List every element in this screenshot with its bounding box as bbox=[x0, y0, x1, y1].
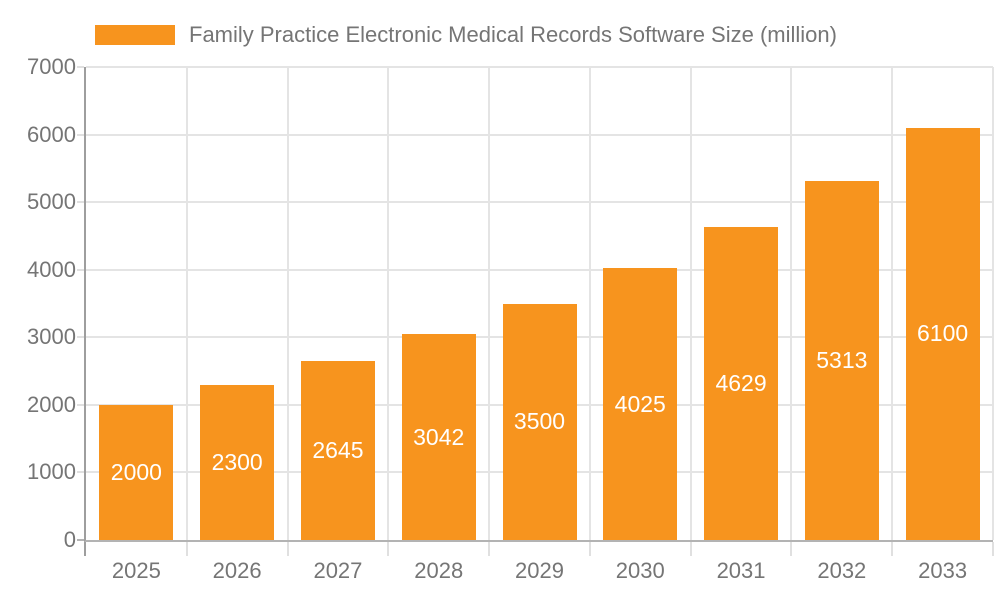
bar-value-label: 6100 bbox=[917, 320, 969, 347]
x-axis-tick-label: 2028 bbox=[414, 558, 464, 583]
gridline-vertical bbox=[790, 67, 792, 540]
gridline-vertical bbox=[488, 67, 490, 540]
x-axis-tick-label: 2030 bbox=[615, 558, 665, 583]
bar[interactable]: 5313 bbox=[804, 181, 879, 540]
bar-value-label: 4025 bbox=[614, 390, 666, 417]
x-axis-tick-label: 2026 bbox=[212, 558, 262, 583]
x-axis-tick-label: 2033 bbox=[918, 558, 968, 583]
legend-swatch bbox=[95, 25, 175, 45]
x-axis-tick bbox=[891, 542, 893, 556]
bar-value-label: 2000 bbox=[110, 458, 162, 485]
bar[interactable]: 2000 bbox=[99, 404, 174, 540]
bar-value-label: 2645 bbox=[312, 437, 364, 464]
gridline-horizontal bbox=[86, 201, 993, 204]
y-axis-tick-label: 6000 bbox=[27, 121, 76, 147]
x-axis-tick bbox=[84, 542, 86, 556]
y-axis-tick bbox=[77, 336, 84, 339]
bar[interactable]: 6100 bbox=[905, 127, 980, 540]
bar[interactable]: 3500 bbox=[502, 303, 577, 540]
y-axis-tick bbox=[77, 201, 84, 204]
x-axis-tick-label: 2029 bbox=[515, 558, 564, 583]
gridline-vertical bbox=[186, 67, 188, 540]
y-axis-tick bbox=[77, 66, 84, 68]
gridline-horizontal bbox=[86, 66, 993, 68]
y-axis-tick bbox=[77, 403, 84, 406]
bar[interactable]: 4629 bbox=[704, 227, 779, 540]
y-axis-tick-label: 1000 bbox=[27, 459, 76, 485]
bar[interactable]: 2300 bbox=[200, 384, 275, 540]
bar[interactable]: 4025 bbox=[603, 268, 678, 540]
bar-value-label: 5313 bbox=[816, 347, 868, 373]
y-axis-tick-label: 0 bbox=[63, 527, 76, 552]
gridline-vertical bbox=[690, 67, 692, 540]
bar[interactable]: 3042 bbox=[401, 334, 476, 540]
gridline-vertical bbox=[287, 67, 289, 540]
x-axis-tick-label: 2031 bbox=[716, 558, 766, 583]
y-axis-tick-label: 5000 bbox=[27, 189, 76, 215]
x-axis-tick bbox=[488, 542, 490, 556]
x-axis-tick bbox=[690, 542, 692, 556]
y-axis-tick-label: 4000 bbox=[27, 256, 76, 282]
gridline-horizontal bbox=[86, 133, 993, 136]
x-axis-tick bbox=[186, 542, 188, 556]
plot-area: 2000 2300 2645 3042 3500 4025 4629 5313 6100 bbox=[84, 66, 994, 542]
gridline-vertical bbox=[992, 67, 994, 540]
y-axis-tick-label: 3000 bbox=[27, 324, 76, 350]
y-axis-tick bbox=[77, 471, 84, 474]
x-axis-tick bbox=[589, 542, 591, 556]
bar-value-label: 3042 bbox=[413, 423, 465, 450]
x-axis-tick-label: 2025 bbox=[111, 558, 161, 583]
legend-item[interactable]: Family Practice Electronic Medical Recor… bbox=[95, 22, 837, 47]
bar-value-label: 4629 bbox=[715, 370, 767, 397]
gridline-vertical bbox=[589, 67, 591, 540]
y-axis-tick-label: 7000 bbox=[27, 54, 76, 79]
x-axis-tick bbox=[992, 542, 994, 556]
x-axis-tick bbox=[387, 542, 389, 556]
gridline-vertical bbox=[387, 67, 389, 540]
y-axis-tick bbox=[77, 268, 84, 271]
gridline-vertical bbox=[891, 67, 893, 540]
bar[interactable]: 2645 bbox=[300, 361, 375, 540]
gridline-horizontal bbox=[86, 268, 993, 271]
y-axis-tick bbox=[77, 539, 84, 541]
x-axis-tick bbox=[790, 542, 792, 556]
x-axis-tick bbox=[287, 542, 289, 556]
y-axis-tick-label: 2000 bbox=[27, 391, 76, 417]
x-axis-tick-label: 2032 bbox=[817, 558, 867, 583]
bar-value-label: 2300 bbox=[211, 448, 263, 475]
legend-label: Family Practice Electronic Medical Recor… bbox=[189, 22, 837, 47]
x-axis-tick-label: 2027 bbox=[313, 558, 363, 583]
bar-value-label: 3500 bbox=[513, 408, 566, 435]
y-axis-tick bbox=[77, 133, 84, 136]
